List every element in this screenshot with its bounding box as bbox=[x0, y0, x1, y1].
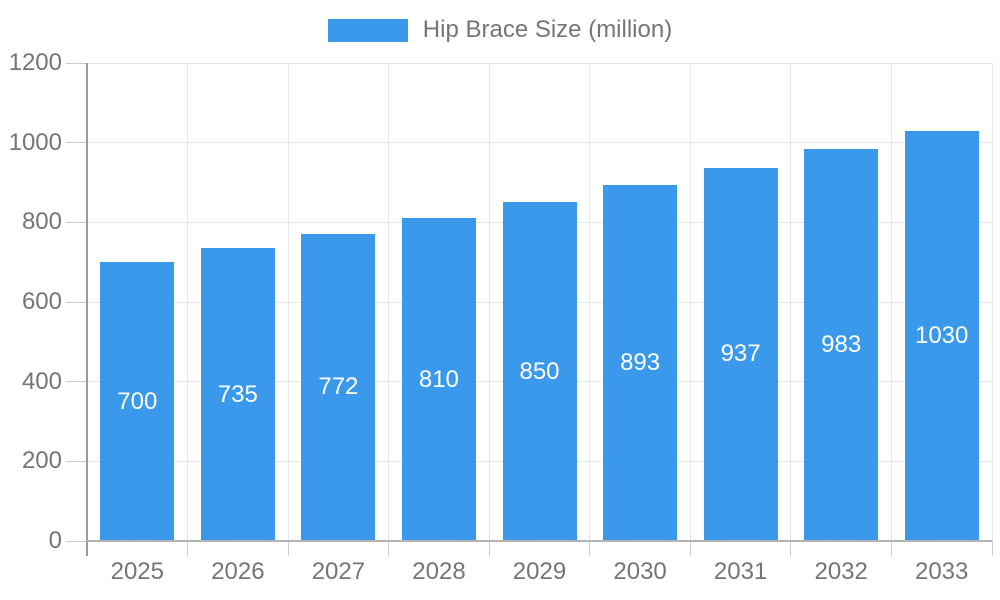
x-axis-label: 2025 bbox=[110, 558, 164, 585]
bar-2031[interactable]: 937 bbox=[703, 167, 778, 541]
y-axis-label: 800 bbox=[21, 208, 62, 236]
x-axis-tick bbox=[589, 541, 591, 556]
y-axis-tick bbox=[66, 62, 87, 64]
bar-value-label: 893 bbox=[620, 349, 661, 377]
x-axis-label: 2029 bbox=[512, 558, 567, 585]
bar-2028[interactable]: 810 bbox=[401, 218, 476, 541]
bar-2033[interactable]: 1030 bbox=[904, 130, 979, 541]
x-axis-label: 2026 bbox=[211, 558, 265, 585]
x-axis-tick bbox=[388, 541, 390, 556]
bar-2032[interactable]: 983 bbox=[804, 149, 879, 541]
legend-label: Hip Brace Size (million) bbox=[422, 16, 673, 43]
bar-2030[interactable]: 893 bbox=[603, 185, 678, 541]
gridline-x bbox=[187, 63, 189, 541]
legend-item[interactable]: Hip Brace Size (million) bbox=[0, 17, 1000, 43]
x-axis-label: 2033 bbox=[914, 558, 969, 585]
y-axis-line bbox=[86, 63, 88, 556]
x-axis-line bbox=[87, 540, 992, 542]
y-axis-tick bbox=[66, 221, 87, 223]
x-axis-label: 2031 bbox=[713, 558, 768, 585]
bar-value-label: 772 bbox=[318, 373, 359, 401]
y-axis-tick bbox=[66, 381, 87, 383]
y-axis-tick bbox=[66, 142, 87, 144]
gridline-y bbox=[87, 142, 992, 144]
bar-2027[interactable]: 772 bbox=[301, 233, 376, 541]
gridline-x bbox=[991, 63, 993, 541]
x-axis-label: 2027 bbox=[311, 558, 366, 585]
y-axis-tick bbox=[66, 301, 87, 303]
x-axis-tick bbox=[287, 541, 289, 556]
x-axis-tick bbox=[488, 541, 490, 556]
gridline-y bbox=[87, 62, 992, 64]
y-axis-label: 200 bbox=[21, 447, 62, 475]
bar-2025[interactable]: 700 bbox=[100, 262, 175, 541]
y-axis-tick bbox=[66, 540, 87, 542]
gridline-x bbox=[488, 63, 490, 541]
bar-value-label: 810 bbox=[418, 365, 459, 393]
gridline-x bbox=[589, 63, 591, 541]
bar-2026[interactable]: 735 bbox=[200, 248, 275, 541]
y-axis-label: 1200 bbox=[8, 49, 62, 76]
gridline-x bbox=[689, 63, 691, 541]
x-axis-label: 2030 bbox=[613, 558, 667, 585]
bar-value-label: 937 bbox=[720, 340, 761, 368]
x-axis-tick bbox=[187, 541, 189, 556]
x-axis-tick bbox=[790, 541, 792, 556]
bar-value-label: 735 bbox=[217, 380, 258, 408]
bar-2029[interactable]: 850 bbox=[502, 202, 577, 541]
x-axis-label: 2028 bbox=[412, 558, 466, 585]
y-axis-label: 400 bbox=[21, 367, 62, 395]
y-axis-tick bbox=[66, 460, 87, 462]
gridline-x bbox=[287, 63, 289, 541]
y-axis-label: 0 bbox=[48, 527, 62, 554]
bar-value-label: 983 bbox=[821, 331, 862, 359]
x-axis-tick bbox=[689, 541, 691, 556]
bar-value-label: 850 bbox=[519, 357, 560, 385]
y-axis-label: 1000 bbox=[8, 128, 62, 156]
y-axis-label: 600 bbox=[21, 288, 62, 315]
gridline-x bbox=[890, 63, 892, 541]
legend-swatch bbox=[327, 18, 408, 42]
x-axis-tick bbox=[991, 541, 993, 556]
x-axis-tick bbox=[890, 541, 892, 556]
gridline-x bbox=[388, 63, 390, 541]
bar-value-label: 700 bbox=[117, 387, 158, 415]
gridline-x bbox=[790, 63, 792, 541]
bar-value-label: 1030 bbox=[914, 321, 969, 349]
x-axis-label: 2032 bbox=[814, 558, 868, 585]
